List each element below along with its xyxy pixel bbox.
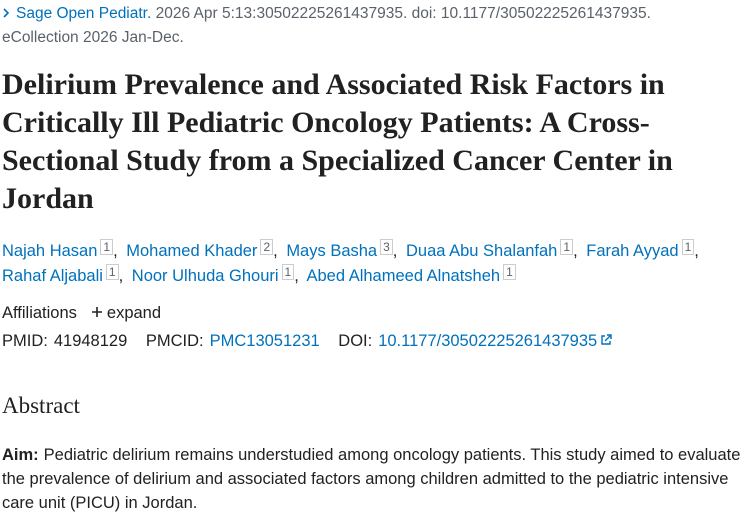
author-name[interactable]: Farah Ayyad — [586, 242, 679, 260]
abstract-label: Aim: — [2, 446, 39, 464]
chevron-icon — [3, 8, 10, 18]
expand-toggle[interactable]: expand — [106, 304, 162, 322]
pmid-label: PMID: — [2, 332, 48, 350]
author-name[interactable]: Mays Basha — [286, 242, 378, 260]
affiliation-number: 3 — [380, 239, 393, 255]
author-name[interactable]: Mohamed Khader — [126, 242, 258, 260]
ecollection: eCollection 2026 Jan-Dec. — [2, 29, 184, 46]
citation: Sage Open Pediatr. 2026 Apr 5:13:3050222… — [2, 2, 747, 50]
affiliation-number: 1 — [560, 239, 574, 255]
author: Mays Basha 3 — [286, 239, 401, 260]
author: Mohamed Khader 2 — [126, 239, 282, 260]
affiliation-number: 1 — [100, 239, 114, 255]
pmcid-label: PMCID: — [145, 332, 204, 350]
author: Farah Ayyad 1 — [586, 239, 703, 260]
abstract-paragraph: Aim: Pediatric delirium remains understud… — [2, 443, 747, 515]
affiliations-label: Affiliations — [2, 304, 77, 322]
affiliation-number: 1 — [681, 239, 695, 255]
author-name[interactable]: Abed Alhameed Alnatsheh — [306, 267, 501, 285]
journal-link[interactable]: Sage Open Pediatr. — [16, 5, 152, 22]
external-link-icon — [601, 334, 612, 345]
affiliation-number: 2 — [260, 239, 274, 255]
author-name[interactable]: Najah Hasan — [2, 242, 98, 260]
pmid: 41948129 — [53, 332, 128, 350]
plus-icon — [91, 307, 102, 317]
pmcid-link[interactable]: PMC13051231 — [209, 332, 320, 350]
author: Noor Ulhuda Ghouri 1 — [131, 264, 303, 285]
author: Rahaf Aljabali 1 — [2, 264, 127, 285]
doi-link[interactable]: 10.1177/30502225261437935 — [378, 332, 598, 350]
page: {"citation": {"journal": "Sage Open Pedi… — [2, 5, 741, 512]
author-name[interactable]: Noor Ulhuda Ghouri — [131, 267, 279, 285]
author: Duaa Abu Shalanfah 1 — [405, 239, 582, 260]
affiliation-number: 1 — [105, 264, 119, 280]
author-name[interactable]: Duaa Abu Shalanfah — [405, 242, 558, 260]
affiliation-number: 1 — [503, 264, 516, 280]
author-name[interactable]: Rahaf Aljabali — [2, 267, 103, 285]
abstract-text: Pediatric delirium remains understudied … — [2, 446, 741, 512]
affiliation-number: 1 — [281, 264, 295, 280]
citation-details: 2026 Apr 5:13:30502225261437935. doi: 10… — [155, 5, 651, 22]
author: Abed Alhameed Alnatsheh 1 — [306, 264, 516, 285]
article-title: Delirium Prevalence and Associated Risk … — [2, 68, 673, 215]
author: Najah Hasan 1 — [2, 239, 122, 260]
abstract-heading: Abstract — [2, 393, 80, 418]
affiliations: Affiliations expand — [2, 301, 747, 325]
doi-label: DOI: — [338, 332, 373, 350]
identifiers: PMID: 41948129 PMCID: PMC13051231 DOI: 10.1… — [2, 329, 747, 353]
